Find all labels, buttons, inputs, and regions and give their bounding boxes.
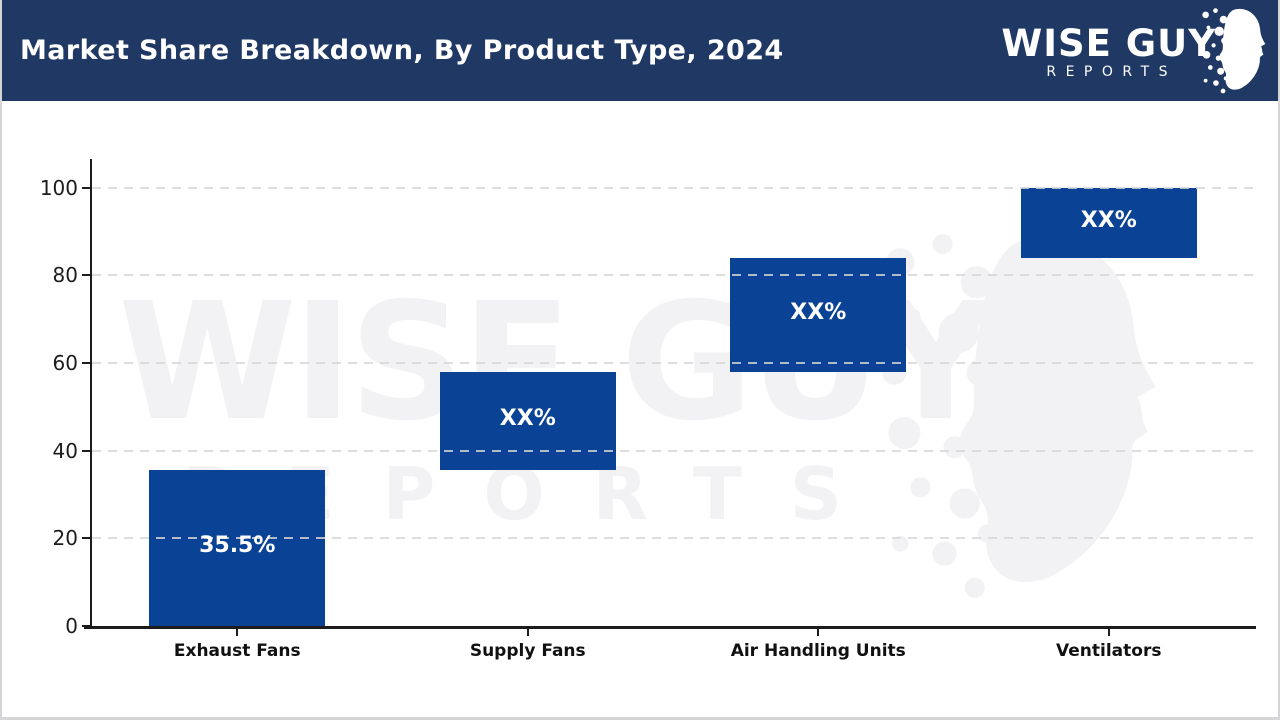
x-tick-mark [526,629,529,636]
gridline [92,186,1254,189]
watermark-face-icon [882,234,1156,598]
x-axis-line [84,626,1256,629]
y-tick-mark [82,186,90,189]
category-label-ventilators: Ventilators [1056,641,1162,661]
bar-value-label: 35.5% [199,533,276,559]
bar-value-label: XX% [499,406,556,432]
category-label-exhaust-fans: Exhaust Fans [173,641,301,661]
y-tick-mark [82,625,90,627]
gridline [92,362,1254,365]
y-tick-label: 0 [65,614,78,638]
page-title: Market Share Breakdown, By Product Type,… [20,35,784,66]
y-tick-label: 40 [52,438,78,463]
logo-wordmark: WISE GUY [1001,21,1216,65]
logo-subtitle: REPORTS [1046,63,1178,80]
y-axis-line [90,159,92,628]
y-tick-label: 60 [52,351,78,376]
category-label-supply-fans: Supply Fans [469,641,586,661]
y-tick-label: 20 [52,526,78,551]
x-tick-mark [236,629,239,636]
category-label-air-handling-units: Air Handling Units [730,641,906,661]
bar-exhaust-fans [149,470,326,626]
logo-face-icon [1201,7,1266,93]
y-tick-mark [82,449,90,452]
gridline [92,274,1254,277]
bar-ventilators [1020,187,1197,258]
gridline [92,449,1254,452]
brand-logo: WISE GUY REPORTS [1001,5,1274,99]
y-tick-mark [82,537,90,540]
bar-value-label: XX% [1080,207,1137,233]
header: Market Share Breakdown, By Product Type,… [2,0,1278,101]
gridline [92,537,1254,540]
bar-air-handling-units [730,257,907,372]
bar-value-label: XX% [790,299,847,325]
logo-text: WISE GUY REPORTS [1001,25,1216,79]
y-tick-label: 80 [52,263,78,288]
x-tick-mark [817,629,820,636]
bar-supply-fans [439,371,616,471]
x-tick-mark [1107,629,1110,636]
y-tick-mark [82,274,90,277]
y-tick-mark [82,362,90,365]
y-tick-label: 100 [39,175,78,200]
